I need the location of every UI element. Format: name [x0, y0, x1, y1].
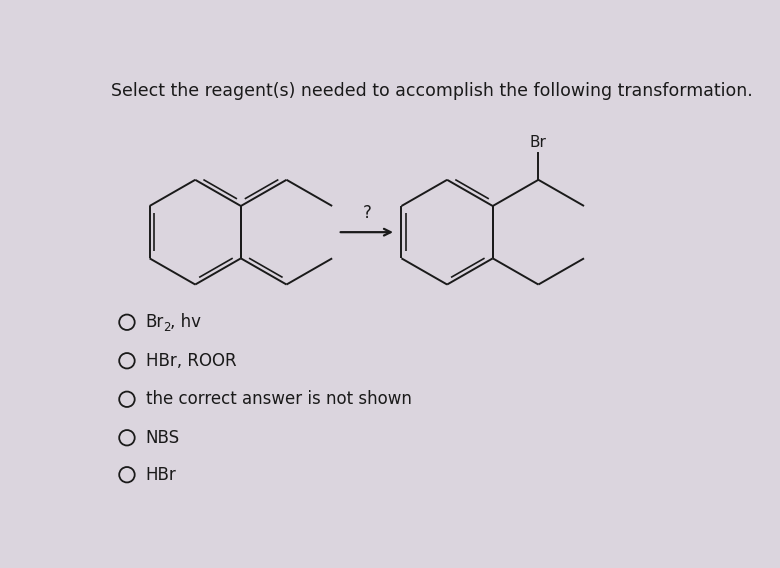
Text: Br: Br	[530, 135, 547, 150]
Text: HBr: HBr	[146, 466, 176, 484]
Text: , hv: , hv	[170, 314, 201, 331]
Text: the correct answer is not shown: the correct answer is not shown	[146, 390, 411, 408]
Text: 2: 2	[163, 321, 171, 334]
Text: ?: ?	[363, 204, 371, 222]
Text: Br: Br	[146, 314, 164, 331]
Text: HBr, ROOR: HBr, ROOR	[146, 352, 236, 370]
Text: NBS: NBS	[146, 429, 179, 447]
Text: Select the reagent(s) needed to accomplish the following transformation.: Select the reagent(s) needed to accompli…	[112, 82, 753, 100]
